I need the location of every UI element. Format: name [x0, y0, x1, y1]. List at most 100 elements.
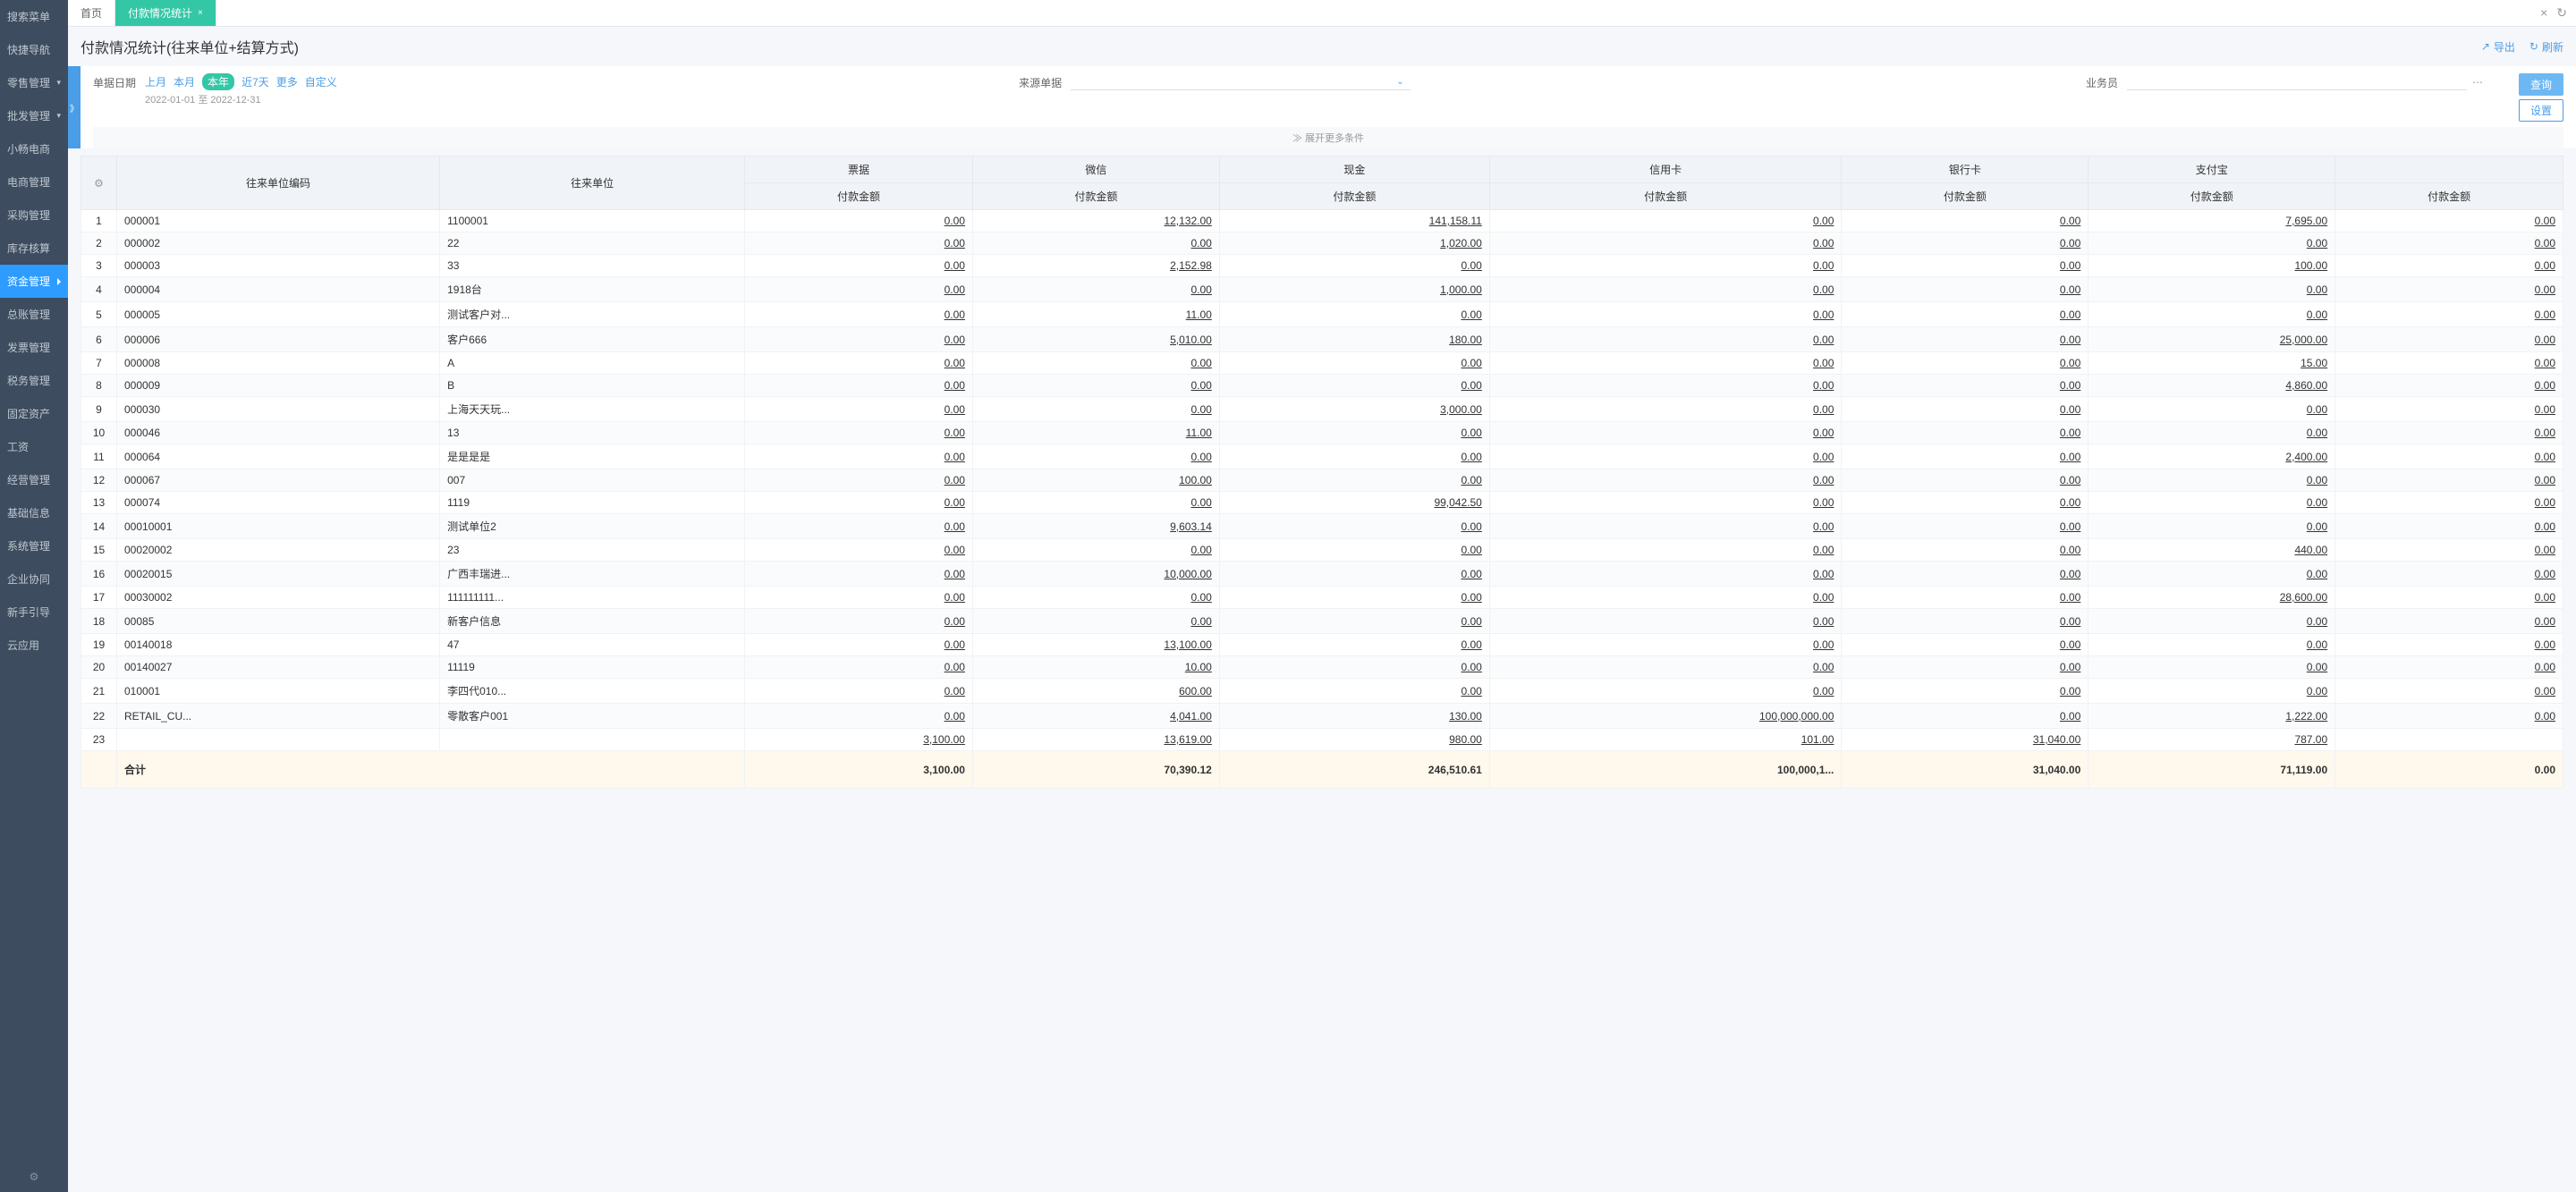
sidebar-item-7[interactable]: 库存核算 [0, 232, 68, 265]
table-row[interactable]: 3000003330.002,152.980.000.000.00100.000… [81, 255, 2563, 277]
amount-cell[interactable]: 25,000.00 [2280, 334, 2327, 346]
amount-cell[interactable]: 0.00 [1461, 357, 1481, 369]
tab-0[interactable]: 首页 [68, 0, 115, 26]
amount-cell[interactable]: 0.00 [1813, 403, 1834, 416]
amount-cell[interactable]: 0.00 [1461, 259, 1481, 272]
date-shortcut-3[interactable]: 近7天 [242, 74, 269, 89]
settings-button[interactable]: 设置 [2519, 99, 2563, 122]
amount-cell[interactable]: 0.00 [2535, 215, 2555, 227]
sidebar-item-16[interactable]: 系统管理 [0, 529, 68, 562]
sidebar-item-9[interactable]: 总账管理 [0, 298, 68, 331]
amount-cell[interactable]: 13,100.00 [1164, 638, 1211, 651]
sidebar-item-5[interactable]: 电商管理 [0, 165, 68, 199]
sidebar-item-4[interactable]: 小畅电商 [0, 132, 68, 165]
sidebar-item-15[interactable]: 基础信息 [0, 496, 68, 529]
collapse-filter-icon[interactable]: 》 [68, 66, 80, 148]
amount-cell[interactable]: 0.00 [1813, 568, 1834, 580]
amount-cell[interactable]: 0.00 [1813, 283, 1834, 296]
amount-cell[interactable]: 0.00 [2535, 615, 2555, 628]
sidebar-item-14[interactable]: 经营管理 [0, 463, 68, 496]
amount-cell[interactable]: 0.00 [2307, 661, 2327, 673]
amount-cell[interactable]: 0.00 [2060, 379, 2080, 392]
amount-cell[interactable]: 0.00 [945, 403, 965, 416]
query-button[interactable]: 查询 [2519, 73, 2563, 96]
amount-cell[interactable]: 0.00 [2535, 259, 2555, 272]
amount-cell[interactable]: 100,000,000.00 [1759, 710, 1834, 723]
table-row[interactable]: 2000002220.000.001,020.000.000.000.000.0… [81, 232, 2563, 255]
amount-cell[interactable]: 0.00 [945, 496, 965, 509]
table-row[interactable]: 7000008A0.000.000.000.000.0015.000.00 [81, 352, 2563, 375]
amount-cell[interactable]: 0.00 [2060, 283, 2080, 296]
amount-cell[interactable]: 0.00 [2307, 638, 2327, 651]
amount-cell[interactable]: 0.00 [2060, 568, 2080, 580]
amount-cell[interactable]: 0.00 [2535, 357, 2555, 369]
amount-cell[interactable]: 3,000.00 [1440, 403, 1482, 416]
amount-cell[interactable]: 0.00 [2535, 309, 2555, 321]
amount-cell[interactable]: 0.00 [1461, 615, 1481, 628]
amount-cell[interactable]: 28,600.00 [2280, 591, 2327, 604]
amount-cell[interactable]: 0.00 [1191, 379, 1211, 392]
table-settings-icon[interactable]: ⚙ [94, 177, 104, 190]
amount-cell[interactable]: 0.00 [1191, 403, 1211, 416]
amount-cell[interactable]: 130.00 [1449, 710, 1482, 723]
close-tab-icon[interactable]: × [2540, 5, 2547, 21]
refresh-button[interactable]: ↻ 刷新 [2529, 39, 2563, 55]
table-row[interactable]: 1600020015广西丰瑞进...0.0010,000.000.000.000… [81, 562, 2563, 587]
amount-cell[interactable]: 0.00 [2060, 215, 2080, 227]
amount-cell[interactable]: 0.00 [2060, 403, 2080, 416]
amount-cell[interactable]: 0.00 [2535, 710, 2555, 723]
amount-cell[interactable]: 10,000.00 [1164, 568, 1211, 580]
sidebar-item-8[interactable]: 资金管理 [0, 265, 68, 298]
amount-cell[interactable]: 0.00 [2535, 379, 2555, 392]
amount-cell[interactable]: 0.00 [1813, 357, 1834, 369]
amount-cell[interactable]: 0.00 [1813, 451, 1834, 463]
date-shortcut-2[interactable]: 本年 [202, 73, 234, 90]
amount-cell[interactable]: 0.00 [1191, 283, 1211, 296]
amount-cell[interactable]: 0.00 [945, 544, 965, 556]
amount-cell[interactable]: 0.00 [1461, 520, 1481, 533]
amount-cell[interactable]: 0.00 [945, 710, 965, 723]
amount-cell[interactable]: 0.00 [1813, 334, 1834, 346]
amount-cell[interactable]: 0.00 [1461, 661, 1481, 673]
clerk-input[interactable] [2127, 73, 2467, 90]
amount-cell[interactable]: 0.00 [945, 661, 965, 673]
amount-cell[interactable]: 0.00 [1461, 427, 1481, 439]
amount-cell[interactable]: 101.00 [1801, 733, 1835, 746]
amount-cell[interactable]: 0.00 [945, 427, 965, 439]
amount-cell[interactable]: 0.00 [1813, 544, 1834, 556]
amount-cell[interactable]: 100.00 [1179, 474, 1212, 486]
table-row[interactable]: 1500020002230.000.000.000.000.00440.000.… [81, 539, 2563, 562]
amount-cell[interactable]: 0.00 [1461, 309, 1481, 321]
amount-cell[interactable]: 0.00 [2307, 496, 2327, 509]
date-shortcut-0[interactable]: 上月 [145, 74, 166, 89]
sidebar-item-17[interactable]: 企业协同 [0, 562, 68, 596]
column-header-name[interactable]: 往来单位 [440, 156, 745, 210]
amount-cell[interactable]: 9,603.14 [1170, 520, 1212, 533]
amount-cell[interactable]: 0.00 [2307, 403, 2327, 416]
amount-cell[interactable]: 0.00 [1191, 237, 1211, 249]
amount-cell[interactable]: 11.00 [1186, 427, 1212, 439]
table-row[interactable]: 9000030上海天天玩...0.000.003,000.000.000.000… [81, 397, 2563, 422]
amount-cell[interactable]: 0.00 [945, 309, 965, 321]
amount-cell[interactable]: 0.00 [2060, 334, 2080, 346]
amount-cell[interactable]: 0.00 [945, 237, 965, 249]
column-sub-4[interactable]: 付款金额 [1842, 183, 2089, 210]
table-row[interactable]: 2000140027111190.0010.000.000.000.000.00… [81, 656, 2563, 679]
sidebar-item-2[interactable]: 零售管理 [0, 66, 68, 99]
date-shortcut-4[interactable]: 更多 [276, 74, 298, 89]
amount-cell[interactable]: 0.00 [1813, 237, 1834, 249]
amount-cell[interactable]: 0.00 [2535, 334, 2555, 346]
amount-cell[interactable]: 0.00 [2307, 427, 2327, 439]
amount-cell[interactable]: 13,619.00 [1164, 733, 1211, 746]
table-row[interactable]: 233,100.0013,619.00980.00101.0031,040.00… [81, 729, 2563, 751]
amount-cell[interactable]: 0.00 [2307, 685, 2327, 697]
amount-cell[interactable]: 0.00 [2307, 520, 2327, 533]
amount-cell[interactable]: 0.00 [945, 451, 965, 463]
amount-cell[interactable]: 4,041.00 [1170, 710, 1212, 723]
table-row[interactable]: 22RETAIL_CU...零散客户0010.004,041.00130.001… [81, 704, 2563, 729]
amount-cell[interactable]: 0.00 [2307, 283, 2327, 296]
amount-cell[interactable]: 0.00 [1813, 379, 1834, 392]
amount-cell[interactable]: 0.00 [1813, 638, 1834, 651]
amount-cell[interactable]: 0.00 [1813, 591, 1834, 604]
amount-cell[interactable]: 0.00 [2060, 685, 2080, 697]
